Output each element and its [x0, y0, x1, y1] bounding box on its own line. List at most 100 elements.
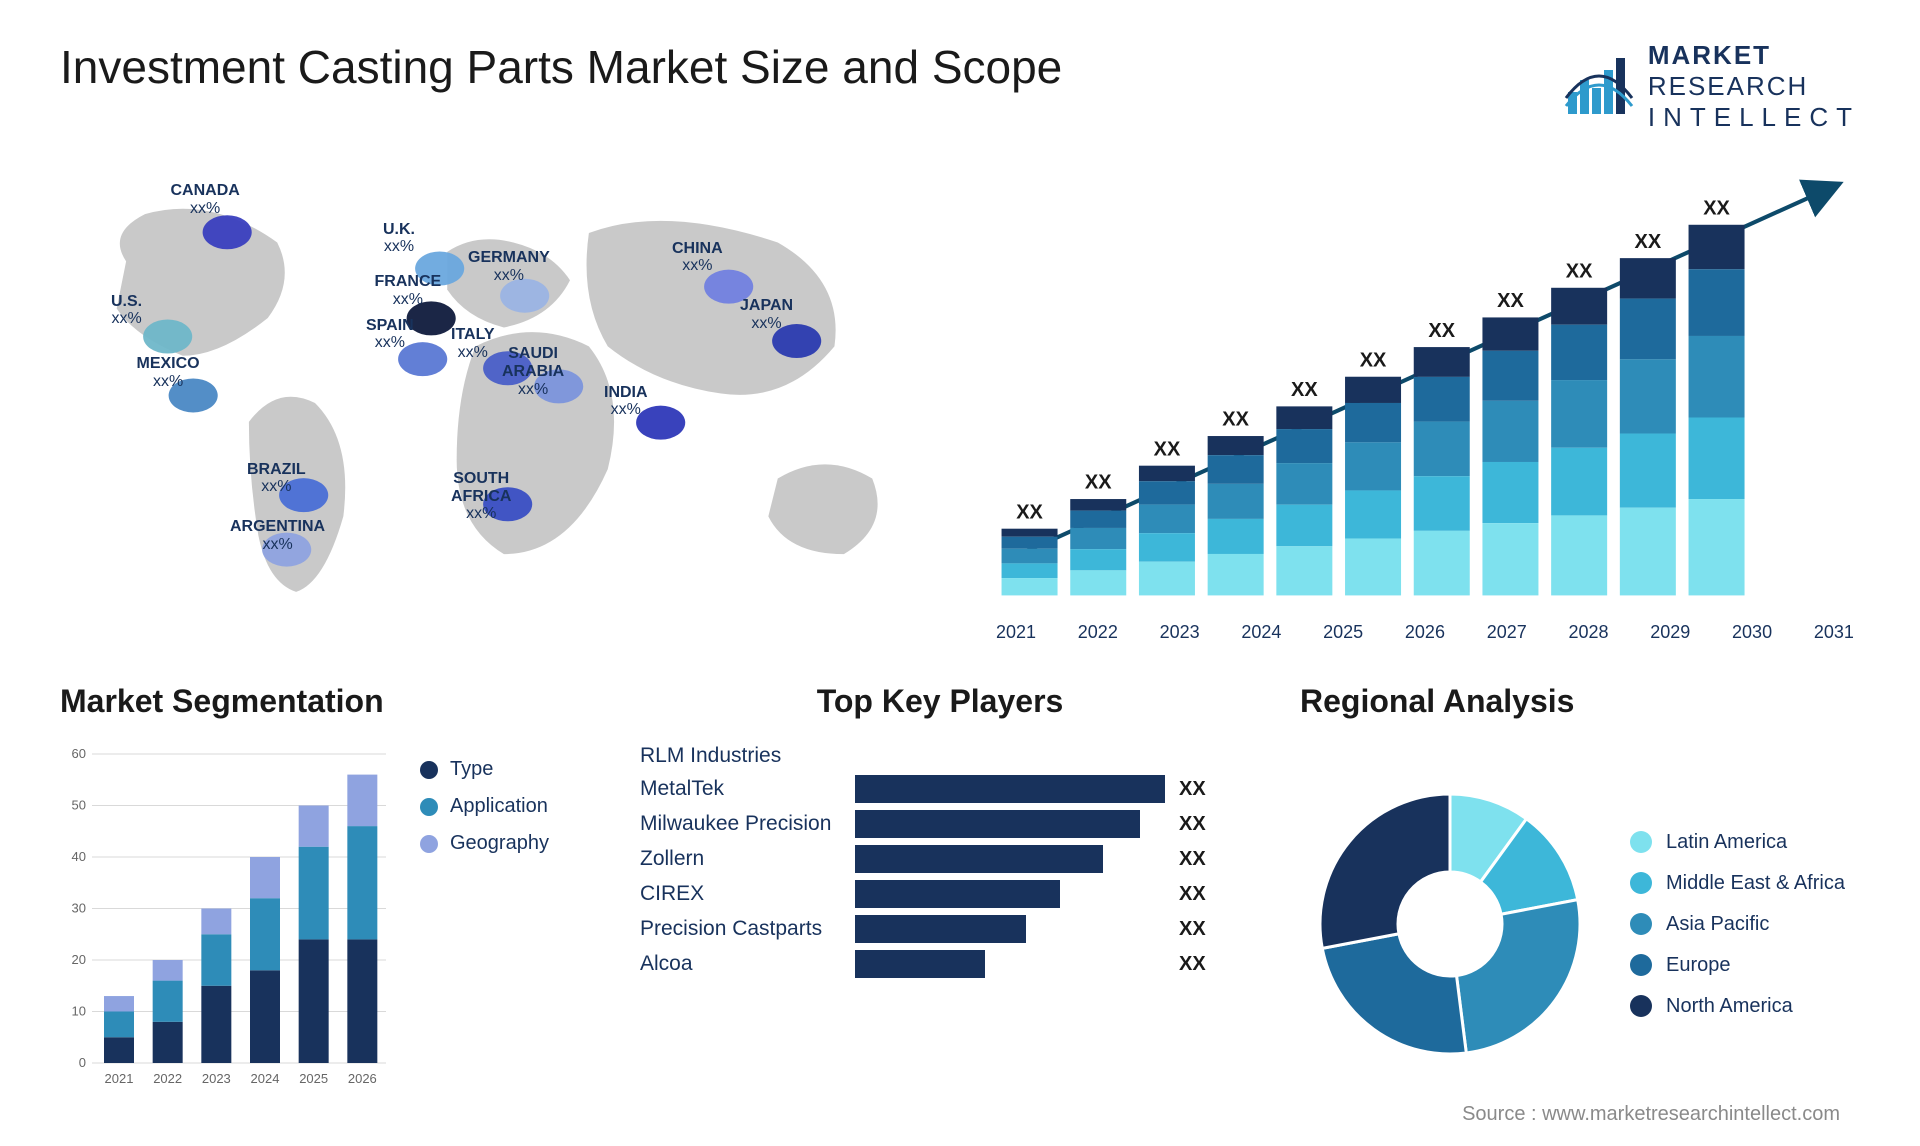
segmentation-chart: 0102030405060202120222023202420252026	[60, 744, 390, 1089]
forecast-year-label: 2027	[1487, 622, 1527, 643]
world-map-panel: CANADAxx%U.S.xx%MEXICOxx%BRAZILxx%ARGENT…	[60, 163, 910, 643]
svg-text:30: 30	[72, 901, 86, 916]
svg-text:XX: XX	[1566, 260, 1593, 282]
player-row: Milwaukee Precision XX	[640, 810, 1240, 838]
player-row: AlcoaXX	[640, 950, 1240, 978]
player-bar	[855, 950, 1165, 978]
svg-text:10: 10	[72, 1004, 86, 1019]
legend-label: Latin America	[1666, 831, 1787, 854]
legend-swatch	[420, 761, 438, 779]
map-label: GERMANYxx%	[468, 249, 550, 284]
player-bar-seg	[855, 915, 1026, 943]
regional-panel: Regional Analysis Latin America Middle Ea…	[1300, 683, 1860, 1103]
svg-text:60: 60	[72, 746, 86, 761]
svg-text:XX: XX	[1428, 320, 1455, 342]
logo-line3: INTELLECT	[1648, 102, 1860, 133]
forecast-chart-panel: XXXXXXXXXXXXXXXXXXXXXX 20212022202320242…	[990, 163, 1860, 643]
player-bar-seg	[855, 845, 1103, 873]
player-value: XX	[1179, 883, 1206, 906]
legend-label: Type	[450, 758, 493, 781]
svg-text:2026: 2026	[348, 1071, 377, 1086]
regional-legend-item: North America	[1630, 995, 1845, 1018]
map-label: SPAINxx%	[366, 317, 414, 352]
map-label: U.S.xx%	[111, 293, 142, 328]
player-bar	[855, 915, 1165, 943]
regional-title: Regional Analysis	[1300, 683, 1574, 720]
forecast-year-label: 2031	[1814, 622, 1854, 643]
player-name: RLM Industries	[640, 744, 855, 768]
svg-text:20: 20	[72, 952, 86, 967]
svg-text:2024: 2024	[251, 1071, 280, 1086]
segmentation-legend-item: Geography	[420, 832, 549, 855]
player-row: ZollernXX	[640, 845, 1240, 873]
svg-text:2021: 2021	[105, 1071, 134, 1086]
logo-icon	[1564, 52, 1634, 122]
player-value: XX	[1179, 918, 1206, 941]
forecast-x-axis: 2021202220232024202520262027202820292030…	[990, 622, 1860, 643]
regional-legend-item: Latin America	[1630, 831, 1845, 854]
forecast-bar-chart: XXXXXXXXXXXXXXXXXXXXXX	[990, 163, 1860, 616]
logo-line2: RESEARCH	[1648, 71, 1860, 102]
forecast-year-label: 2030	[1732, 622, 1772, 643]
map-label: FRANCExx%	[375, 273, 442, 308]
legend-label: Europe	[1666, 954, 1731, 977]
player-name: Precision Castparts	[640, 917, 855, 941]
legend-swatch	[1630, 872, 1652, 894]
svg-text:2025: 2025	[299, 1071, 328, 1086]
player-row: CIREX XX	[640, 880, 1240, 908]
regional-donut-chart	[1300, 774, 1600, 1074]
player-bar-seg	[855, 950, 985, 978]
legend-swatch	[1630, 831, 1652, 853]
svg-text:XX: XX	[1703, 197, 1730, 219]
svg-text:2023: 2023	[202, 1071, 231, 1086]
segmentation-legend-item: Type	[420, 758, 549, 781]
player-name: Milwaukee Precision	[640, 812, 855, 836]
player-row: MetalTekXX	[640, 775, 1240, 803]
legend-label: Asia Pacific	[1666, 913, 1769, 936]
segmentation-legend: Type Application Geography	[420, 744, 549, 1089]
segmentation-panel: Market Segmentation 01020304050602021202…	[60, 683, 580, 1103]
forecast-year-label: 2023	[1160, 622, 1200, 643]
svg-text:50: 50	[72, 798, 86, 813]
player-name: Zollern	[640, 847, 855, 871]
player-row: Precision Castparts XX	[640, 915, 1240, 943]
svg-text:XX: XX	[1497, 290, 1524, 312]
legend-swatch	[1630, 954, 1652, 976]
player-bar	[855, 845, 1165, 873]
legend-label: Application	[450, 795, 548, 818]
brand-logo: MARKET RESEARCH INTELLECT	[1564, 40, 1860, 133]
map-label: SOUTHAFRICAxx%	[451, 470, 511, 523]
map-label: U.K.xx%	[383, 221, 415, 256]
player-bar-seg	[855, 810, 1140, 838]
forecast-year-label: 2029	[1650, 622, 1690, 643]
source-text: Source : www.marketresearchintellect.com	[1462, 1103, 1840, 1126]
player-value: XX	[1179, 813, 1206, 836]
legend-swatch	[420, 835, 438, 853]
forecast-year-label: 2025	[1323, 622, 1363, 643]
legend-label: North America	[1666, 995, 1793, 1018]
player-bar	[855, 810, 1165, 838]
page-title: Investment Casting Parts Market Size and…	[60, 40, 1062, 94]
map-label: MEXICOxx%	[137, 355, 200, 390]
forecast-year-label: 2028	[1568, 622, 1608, 643]
regional-legend: Latin America Middle East & Africa Asia Pa…	[1630, 813, 1845, 1036]
player-list: RLM IndustriesMetalTekXXMilwaukee Precis…	[640, 744, 1240, 978]
svg-text:XX: XX	[1291, 379, 1318, 401]
svg-text:XX: XX	[1360, 349, 1387, 371]
svg-text:XX: XX	[1085, 472, 1112, 494]
player-name: CIREX	[640, 882, 855, 906]
map-label: INDIAxx%	[604, 384, 648, 419]
legend-swatch	[420, 798, 438, 816]
map-label: ITALYxx%	[451, 326, 495, 361]
forecast-year-label: 2026	[1405, 622, 1445, 643]
svg-text:XX: XX	[1154, 438, 1181, 460]
regional-legend-item: Europe	[1630, 954, 1845, 977]
legend-label: Geography	[450, 832, 549, 855]
svg-text:XX: XX	[1635, 231, 1662, 253]
legend-label: Middle East & Africa	[1666, 872, 1845, 895]
map-label: BRAZILxx%	[247, 461, 306, 496]
key-players-panel: Top Key Players RLM IndustriesMetalTekXX…	[640, 683, 1240, 1103]
world-map	[60, 163, 910, 643]
forecast-year-label: 2021	[996, 622, 1036, 643]
player-name: MetalTek	[640, 777, 855, 801]
